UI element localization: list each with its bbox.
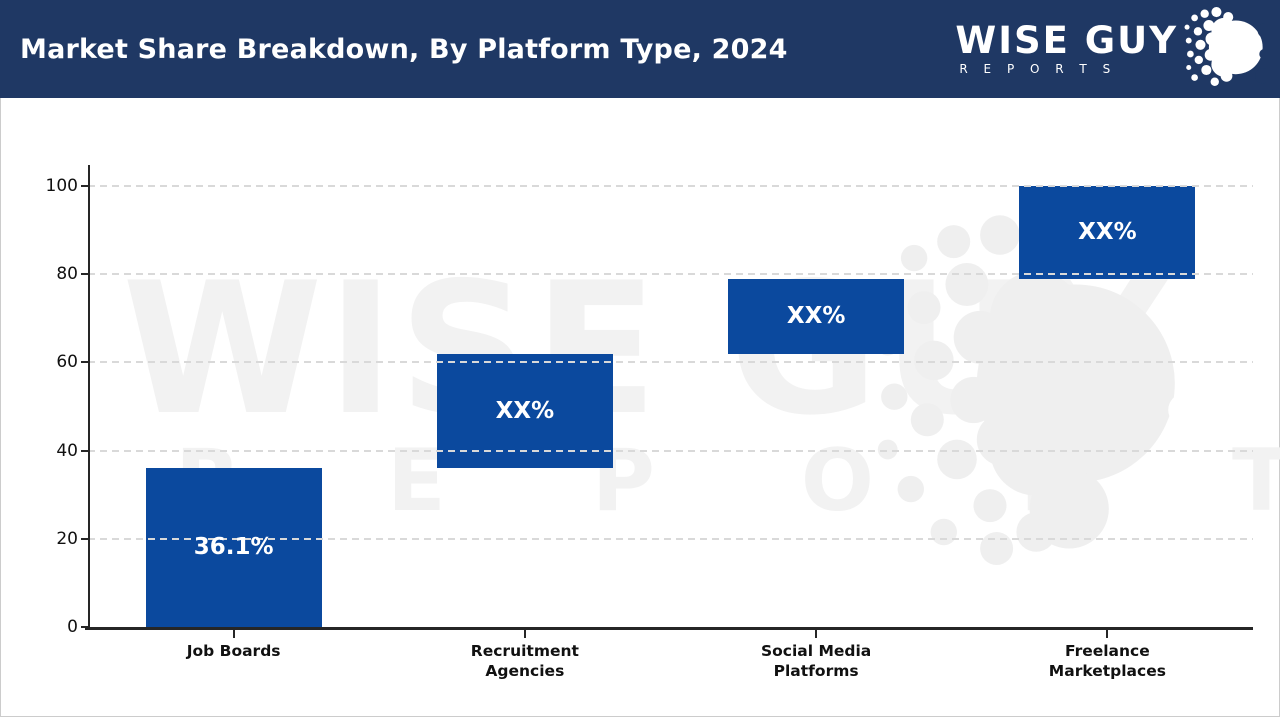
bar-value-label: 36.1% [193,534,274,561]
category-label-line: Freelance [1064,642,1150,660]
category-label-1: Job Boards [187,641,281,661]
bar-segment [145,467,322,627]
header-band: Market Share Breakdown, By Platform Type… [0,0,1280,98]
x-axis-spine [85,627,1253,630]
page-title: Market Share Breakdown, By Platform Type… [20,33,788,65]
gridline-20 [88,537,1253,540]
x-tick [815,630,818,638]
y-tick-label: 20 [56,528,78,549]
x-tick [1106,630,1109,638]
y-axis-spine [88,165,90,629]
y-tick [81,273,88,276]
category-label-line: Marketplaces [1048,662,1166,681]
y-tick [81,361,88,364]
y-tick [81,537,88,540]
y-tick-label: 60 [56,352,78,373]
y-tick [81,626,88,628]
bar-segment [1019,186,1196,279]
watermark-head-graphic [874,215,1188,565]
x-tick [232,630,235,638]
category-label-line: Platforms [773,662,859,681]
gridline-100 [88,185,1253,187]
brand-logo: WISE GUY R E P O R T S [955,7,1280,91]
category-label-line: Social Media [760,642,872,660]
gridline-60 [88,361,1253,364]
bar-segment [436,353,613,468]
category-label-line: Job Boards [186,642,281,660]
category-label-line: Agencies [485,662,565,681]
category-label-4: Freelance Marketplaces [1049,641,1166,682]
y-tick [81,185,88,187]
y-tick-label: 0 [67,617,78,637]
x-tick [523,630,526,638]
bar-value-label: XX% [1078,219,1137,246]
category-label-2: Recruitment Agencies [471,641,579,682]
y-tick-label: 40 [56,440,78,461]
bar-segment [728,278,905,354]
brand-subname: R E P O R T S [959,62,1117,76]
gridline-40 [88,449,1253,452]
y-tick-label: 80 [56,264,78,285]
brand-logo-text: WISE GUY R E P O R T S [955,22,1178,76]
y-tick-label: 100 [45,176,78,196]
bar-value-label: XX% [786,303,846,330]
brand-name: WISE GUY [955,19,1178,62]
gridline-80 [88,273,1253,276]
y-tick [81,449,88,452]
brand-head-icon [1184,7,1266,86]
bar-value-label: XX% [495,397,555,424]
category-label-line: Recruitment [470,642,579,660]
category-label-3: Social Media Platforms [761,641,871,682]
